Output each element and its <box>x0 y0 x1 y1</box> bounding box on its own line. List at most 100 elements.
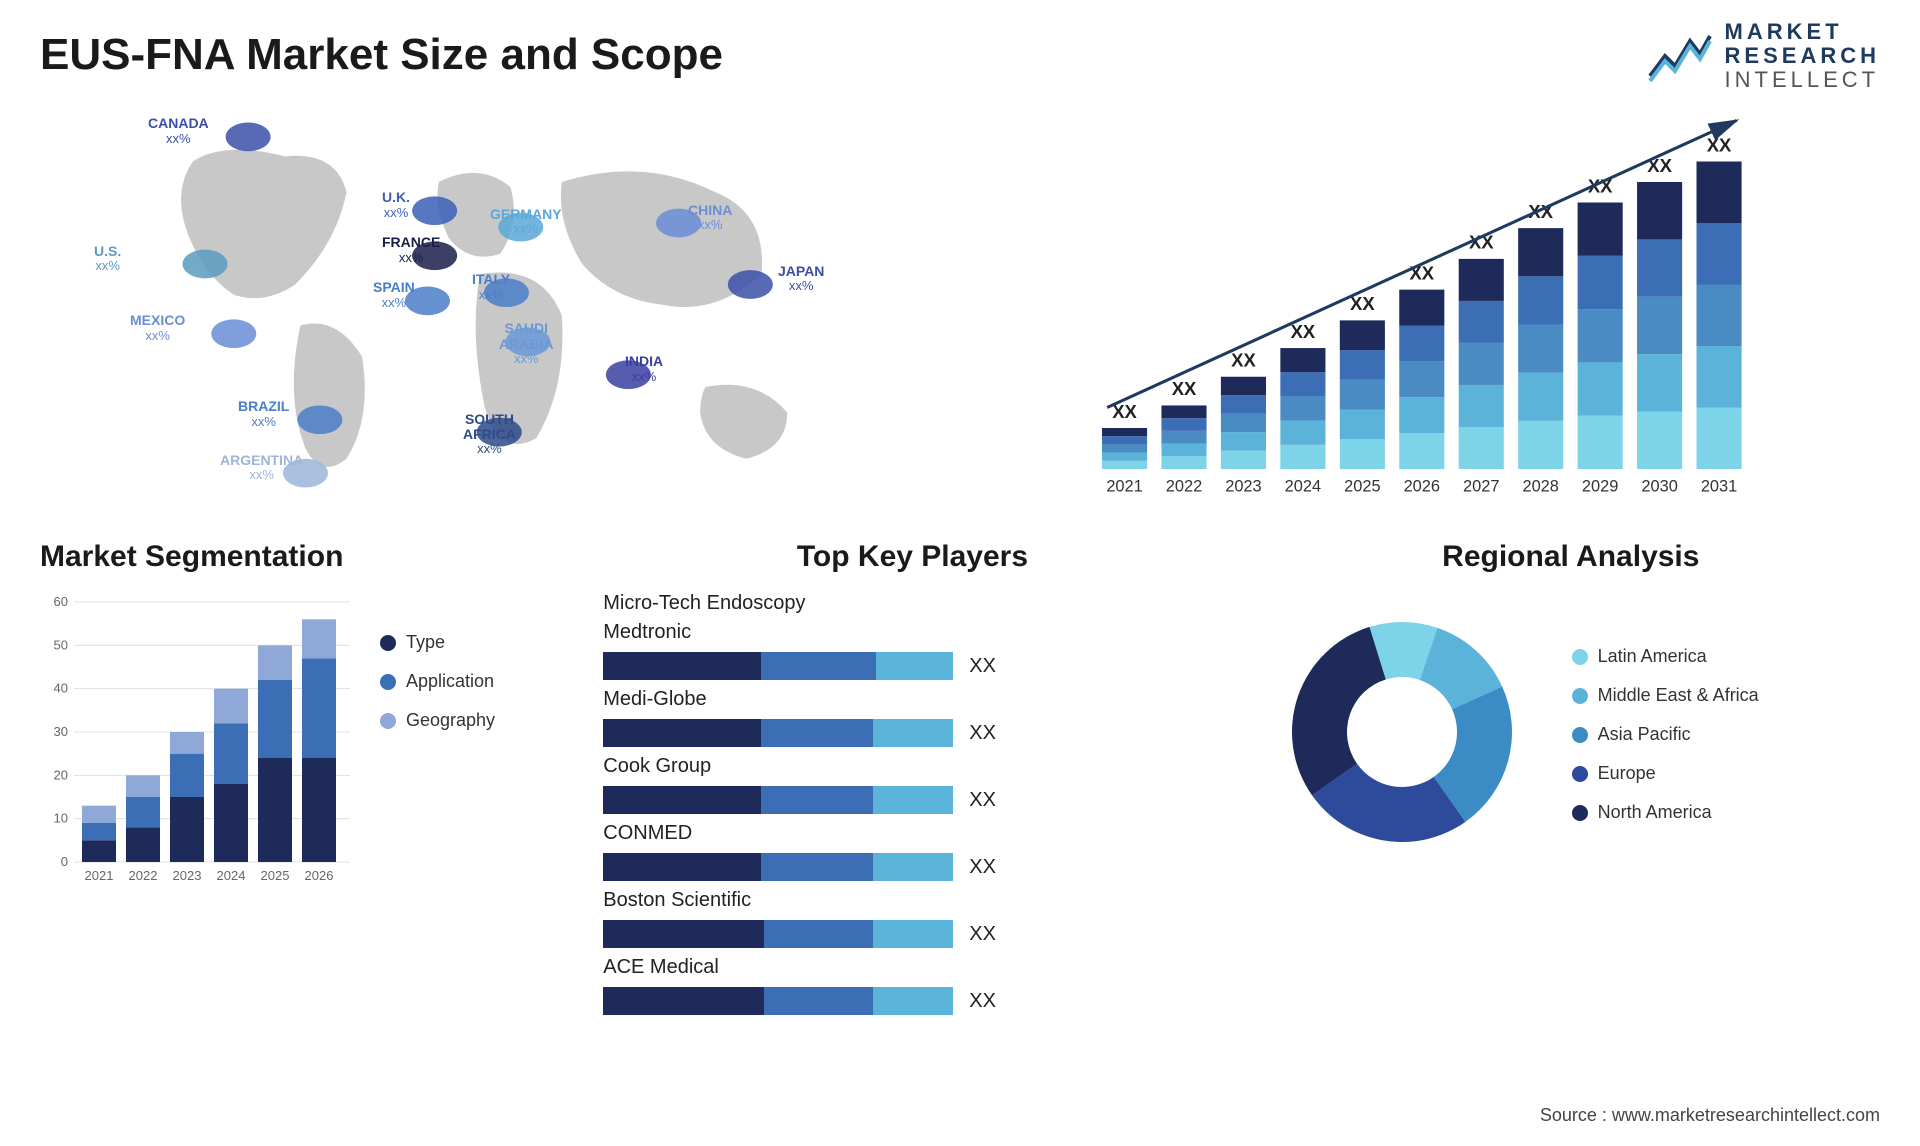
seg-bar-seg <box>126 797 160 827</box>
legend-swatch <box>1572 727 1588 743</box>
forecast-bar-seg <box>1340 350 1385 380</box>
map-label-japan: JAPANxx% <box>778 264 824 294</box>
forecast-bar-seg <box>1340 439 1385 469</box>
forecast-bar-seg <box>1280 445 1325 469</box>
player-bar <box>603 652 953 680</box>
forecast-bar-seg <box>1340 320 1385 350</box>
map-label-mexico: MEXICOxx% <box>130 313 185 343</box>
regional-legend-item: Europe <box>1572 763 1759 784</box>
seg-bar-seg <box>214 784 248 862</box>
legend-swatch <box>1572 688 1588 704</box>
forecast-bar-seg <box>1102 453 1147 461</box>
seg-legend-item: Type <box>380 632 495 653</box>
players-list: MedtronicXXMedi-GlobeXXCook GroupXXCONME… <box>603 621 1221 1015</box>
map-label-brazil: BRAZILxx% <box>238 399 289 429</box>
regional-legend-item: Middle East & Africa <box>1572 685 1759 706</box>
logo-icon <box>1645 26 1715 86</box>
player-bar-seg <box>764 987 873 1015</box>
forecast-bar-seg <box>1102 444 1147 452</box>
seg-bar-seg <box>82 806 116 823</box>
legend-label: Latin America <box>1598 646 1707 667</box>
forecast-bar-seg <box>1399 397 1444 433</box>
donut-slice <box>1292 627 1386 795</box>
forecast-bar-seg <box>1518 276 1563 324</box>
player-value-label: XX <box>969 923 996 946</box>
logo-line2: RESEARCH <box>1725 44 1880 68</box>
segmentation-panel: Market Segmentation 01020304050602021202… <box>40 540 563 920</box>
player-row: XX <box>603 920 1221 948</box>
regional-title: Regional Analysis <box>1262 540 1880 574</box>
forecast-value-label: XX <box>1707 134 1732 155</box>
forecast-year-label: 2024 <box>1285 478 1321 496</box>
seg-bar-seg <box>214 689 248 724</box>
player-row: XX <box>603 786 1221 814</box>
player-row: XX <box>603 987 1221 1015</box>
forecast-bar-seg <box>1459 343 1504 385</box>
legend-label: Asia Pacific <box>1598 724 1691 745</box>
forecast-bar-seg <box>1637 412 1682 469</box>
legend-swatch <box>380 635 396 651</box>
map-label-argentina: ARGENTINAxx% <box>220 453 303 483</box>
forecast-value-label: XX <box>1231 350 1256 371</box>
map-label-italy: ITALYxx% <box>472 272 510 302</box>
player-name: Medi-Globe <box>603 688 1221 711</box>
forecast-bar-seg <box>1697 223 1742 285</box>
forecast-bar-seg <box>1697 285 1742 347</box>
map-label-saudi: SAUDIARABIAxx% <box>499 321 553 366</box>
seg-bar-seg <box>302 658 336 758</box>
forecast-year-label: 2027 <box>1463 478 1499 496</box>
forecast-bar-seg <box>1340 410 1385 440</box>
player-bar-seg <box>761 719 873 747</box>
map-label-safrica: SOUTHAFRICAxx% <box>463 412 516 457</box>
svg-text:10: 10 <box>54 811 68 826</box>
forecast-bar-seg <box>1161 456 1206 469</box>
player-name: Medtronic <box>603 621 1221 644</box>
regional-legend-item: North America <box>1572 802 1759 823</box>
legend-label: North America <box>1598 802 1712 823</box>
player-bar-seg <box>603 719 761 747</box>
seg-bar-seg <box>258 680 292 758</box>
forecast-bar-seg <box>1280 348 1325 372</box>
logo-text: MARKET RESEARCH INTELLECT <box>1725 20 1880 93</box>
map-label-china: CHINAxx% <box>688 203 732 233</box>
forecast-chart-panel: XX2021XX2022XX2023XX2024XX2025XX2026XX20… <box>980 100 1880 510</box>
forecast-bar-seg <box>1578 309 1623 362</box>
player-bar <box>603 786 953 814</box>
forecast-bar-seg <box>1221 451 1266 469</box>
forecast-bar-seg <box>1399 361 1444 397</box>
player-bar-seg <box>603 920 764 948</box>
player-name: Cook Group <box>603 755 1221 778</box>
player-bar-seg <box>761 786 873 814</box>
svg-text:50: 50 <box>54 637 68 652</box>
forecast-year-label: 2028 <box>1522 478 1558 496</box>
forecast-year-label: 2030 <box>1641 478 1677 496</box>
player-row: XX <box>603 652 1221 680</box>
forecast-bar-seg <box>1221 432 1266 450</box>
forecast-bar-seg <box>1399 326 1444 362</box>
seg-bar-seg <box>302 619 336 658</box>
legend-swatch <box>380 713 396 729</box>
forecast-bar-seg <box>1518 228 1563 276</box>
map-label-france: FRANCExx% <box>382 235 440 265</box>
svg-text:0: 0 <box>61 854 68 869</box>
forecast-year-label: 2021 <box>1106 478 1142 496</box>
forecast-bar-seg <box>1102 436 1147 444</box>
seg-legend-item: Geography <box>380 710 495 731</box>
seg-bar-seg <box>126 775 160 797</box>
forecast-bar-seg <box>1459 385 1504 427</box>
forecast-bar-seg <box>1637 297 1682 354</box>
svg-text:20: 20 <box>54 767 68 782</box>
seg-bar-seg <box>258 758 292 862</box>
map-label-canada: CANADAxx% <box>148 116 209 146</box>
forecast-year-label: 2023 <box>1225 478 1261 496</box>
svg-text:30: 30 <box>54 724 68 739</box>
legend-swatch <box>1572 649 1588 665</box>
seg-year-label: 2021 <box>85 868 114 883</box>
regional-legend-item: Asia Pacific <box>1572 724 1759 745</box>
forecast-bar-seg <box>1578 256 1623 309</box>
forecast-bar-seg <box>1280 421 1325 445</box>
forecast-bar-seg <box>1518 373 1563 421</box>
forecast-year-label: 2022 <box>1166 478 1202 496</box>
seg-year-label: 2025 <box>261 868 290 883</box>
player-value-label: XX <box>969 990 996 1013</box>
